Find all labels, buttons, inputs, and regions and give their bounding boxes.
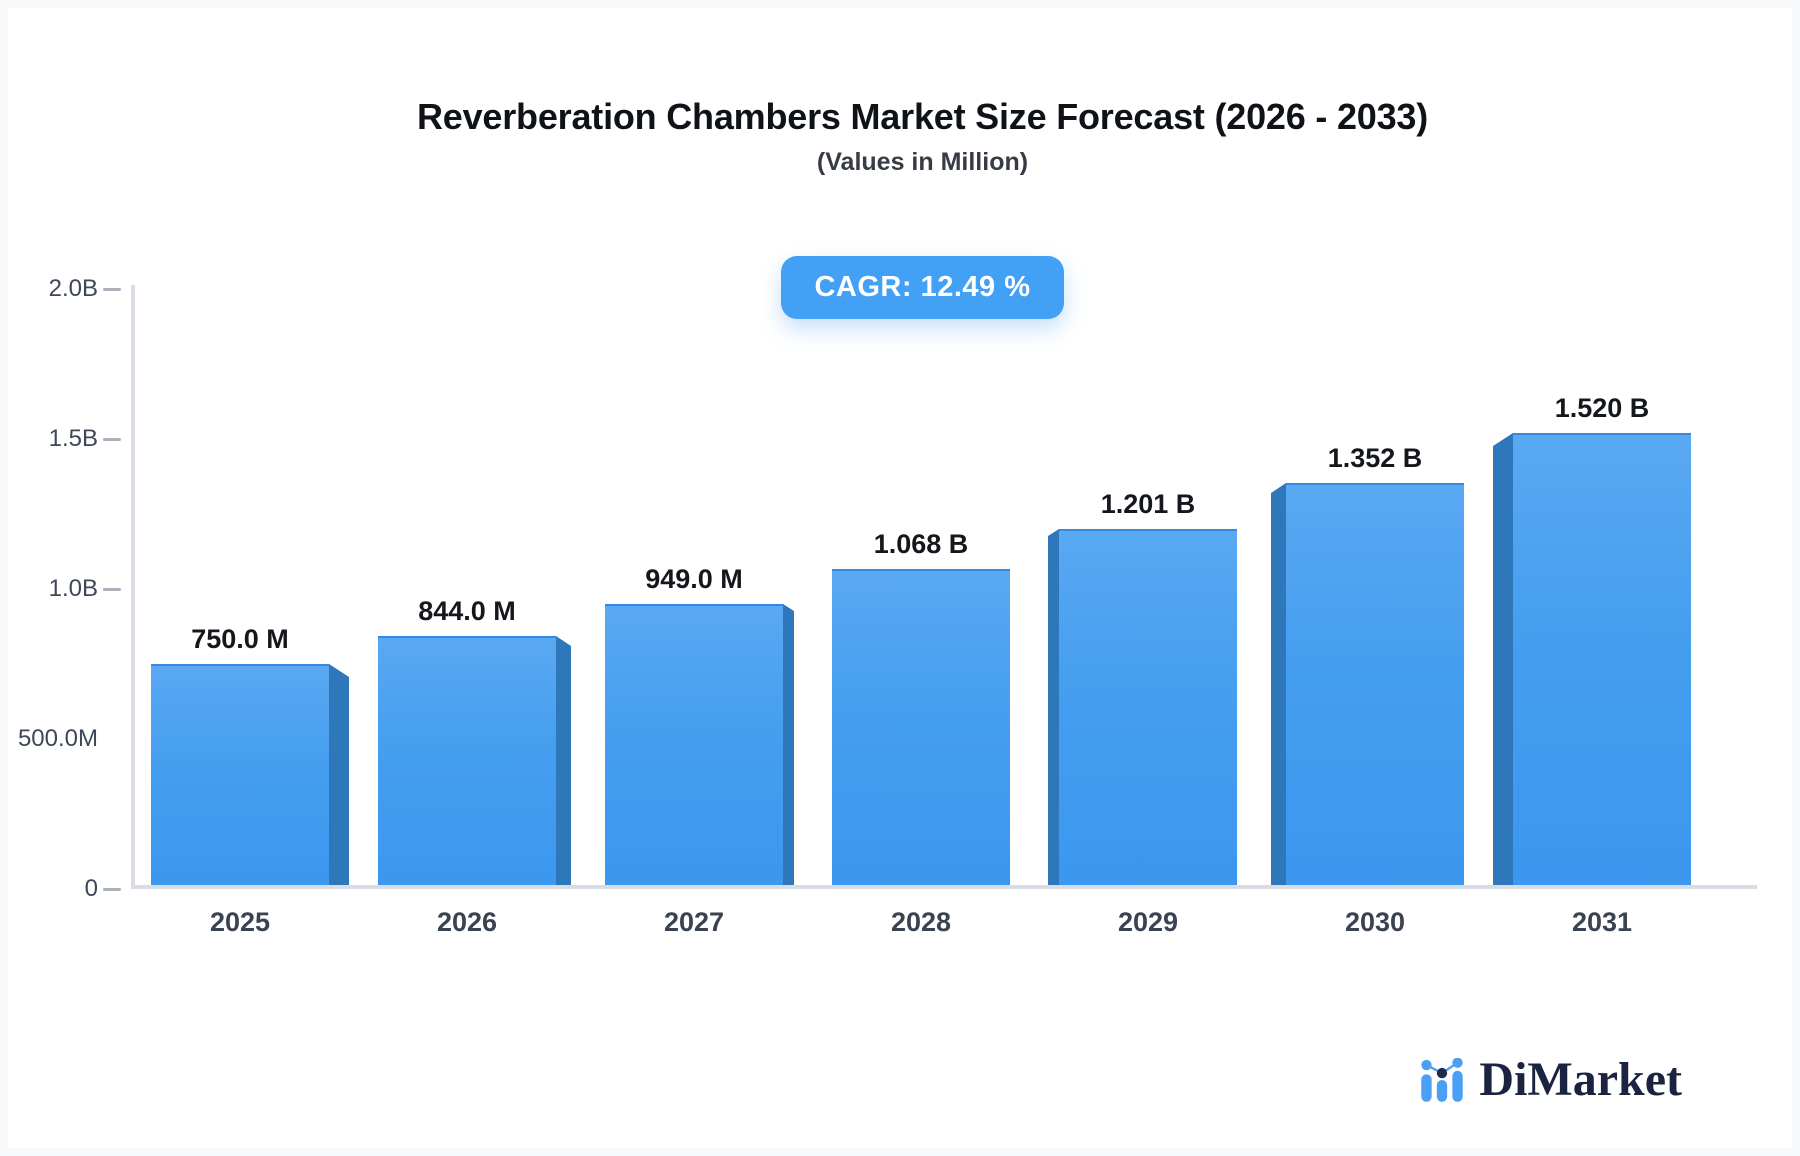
y-tick-label: 2.0B xyxy=(48,275,98,302)
brand-logo: DiMarket xyxy=(1419,1056,1682,1104)
x-axis-year-label: 2031 xyxy=(1571,907,1633,937)
x-axis-year-label: 2029 xyxy=(1117,907,1179,937)
y-tick-label: 0 xyxy=(84,875,98,902)
x-axis-line xyxy=(131,885,1757,889)
bar-value-label: 844.0 M xyxy=(418,596,516,626)
bar-3d-side xyxy=(1493,433,1513,889)
bar xyxy=(1286,483,1464,889)
bar xyxy=(605,604,783,889)
bar-value-label: 1.520 B xyxy=(1554,393,1650,423)
y-tick-dash xyxy=(103,888,121,891)
bar-3d-side xyxy=(1048,529,1059,889)
y-tick-dash xyxy=(103,438,121,441)
y-tick-dash xyxy=(103,288,121,291)
bar-value-label: 1.068 B xyxy=(873,529,969,559)
bar xyxy=(1513,433,1691,889)
x-axis-year-label: 2026 xyxy=(436,907,498,937)
y-tick-dash xyxy=(103,588,121,591)
x-axis-year-label: 2030 xyxy=(1344,907,1406,937)
y-axis-line xyxy=(131,285,135,889)
bar xyxy=(151,664,329,889)
bar xyxy=(832,569,1010,889)
x-axis-year-label: 2027 xyxy=(663,907,725,937)
bar-value-label: 1.201 B xyxy=(1100,489,1196,519)
chart-subtitle: (Values in Million) xyxy=(816,148,1029,176)
x-axis-year-label: 2028 xyxy=(890,907,952,937)
cagr-badge-wrap: CAGR: 12.49 % xyxy=(45,256,1800,319)
bar-3d-side xyxy=(1271,483,1286,889)
y-tick-label: 1.0B xyxy=(48,575,98,602)
bar-value-label: 750.0 M xyxy=(191,624,289,654)
bar-value-label: 1.352 B xyxy=(1327,443,1423,473)
bar-value-label: 949.0 M xyxy=(645,564,743,594)
chart-title: Reverberation Chambers Market Size Forec… xyxy=(416,96,1429,137)
brand-name: DiMarket xyxy=(1479,1053,1682,1106)
cagr-badge: CAGR: 12.49 % xyxy=(781,256,1064,319)
bar xyxy=(378,636,556,889)
dimarket-logo-icon xyxy=(1421,1058,1464,1102)
x-axis-year-label: 2025 xyxy=(209,907,271,937)
bar-3d-side xyxy=(556,636,571,889)
bar xyxy=(1059,529,1237,889)
bar-3d-side xyxy=(329,664,349,889)
y-tick-label: 500.0M xyxy=(17,725,98,752)
y-tick-label: 1.5B xyxy=(48,425,98,452)
bar-3d-side xyxy=(783,604,794,889)
